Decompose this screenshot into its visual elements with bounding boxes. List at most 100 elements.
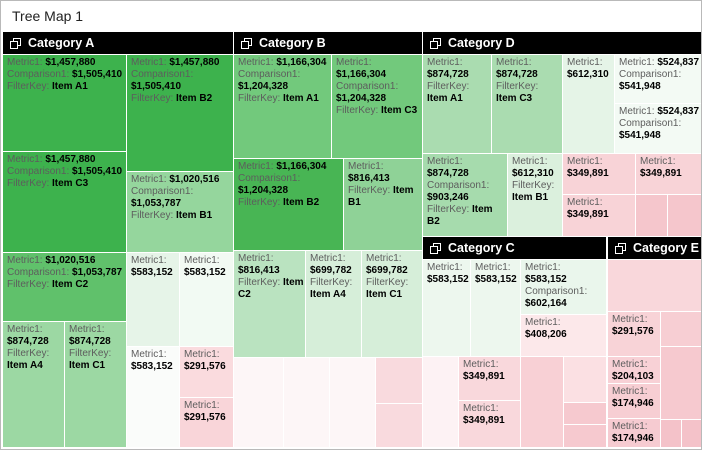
treemap-cell[interactable] bbox=[284, 358, 329, 447]
treemap-cell[interactable]: Metric1: $349,891 bbox=[636, 154, 701, 194]
treemap-cell[interactable]: Metric1: $612,310 bbox=[563, 55, 614, 153]
cell-field: Metric1: $583,152 bbox=[427, 262, 469, 286]
field-label: Metric1: bbox=[496, 57, 532, 68]
treemap-cell[interactable]: Metric1: $612,310 FilterKey: Item B1 bbox=[508, 154, 562, 236]
treemap-cell[interactable] bbox=[668, 195, 701, 236]
treemap-cell[interactable]: Metric1: $583,152 bbox=[127, 253, 179, 346]
cell-field: Metric1: $874,728 bbox=[427, 156, 506, 180]
field-value: $524,837 bbox=[657, 106, 700, 117]
category-header-category-c[interactable]: Category C bbox=[423, 237, 606, 259]
treemap-cell[interactable]: Metric1: $874,728 FilterKey: Item A4 bbox=[3, 322, 64, 447]
treemap-cell[interactable]: Metric1: $524,837 Comparison1: $541,948 bbox=[615, 55, 701, 103]
cell-field: Comparison1: $903,246 bbox=[427, 180, 506, 204]
treemap-cell[interactable]: Metric1: $1,166,304 Comparison1: $1,204,3… bbox=[234, 55, 331, 158]
cell-field: FilterKey: Item B2 bbox=[131, 93, 232, 105]
cell-field: FilterKey: Item C1 bbox=[69, 348, 125, 372]
cell-field: FilterKey: Item A4 bbox=[7, 348, 63, 372]
cell-field: Metric1: $1,457,880 bbox=[7, 154, 125, 166]
treemap-cell[interactable]: Metric1: $291,576 bbox=[608, 312, 660, 356]
treemap-cell[interactable] bbox=[636, 195, 667, 236]
treemap-cell[interactable]: Metric1: $699,782 FilterKey: Item A4 bbox=[306, 251, 361, 357]
category-label: Category C bbox=[448, 241, 515, 255]
field-label: FilterKey: bbox=[69, 348, 112, 359]
cell-field: Metric1: $612,310 bbox=[567, 57, 613, 81]
treemap-cell[interactable]: Metric1: $583,152 Comparison1: $602,164 bbox=[521, 260, 606, 314]
treemap-cell[interactable]: Metric1: $874,728 FilterKey: Item A1 bbox=[423, 55, 491, 153]
treemap-cell[interactable]: Metric1: $583,152 bbox=[180, 253, 233, 346]
cell-field: Comparison1: $1,505,410 bbox=[7, 166, 125, 178]
treemap-cell[interactable]: Metric1: $874,728 FilterKey: Item C1 bbox=[65, 322, 126, 447]
treemap-cell[interactable]: Metric1: $349,891 bbox=[563, 154, 635, 194]
field-value: $349,891 bbox=[567, 168, 609, 179]
cell-field: Metric1: $874,728 bbox=[69, 324, 125, 348]
treemap-cell[interactable]: Metric1: $583,152 bbox=[423, 260, 470, 356]
treemap-cell[interactable]: Metric1: $583,152 bbox=[127, 347, 179, 447]
treemap-cell[interactable]: Metric1: $524,837 Comparison1: $541,948 bbox=[615, 104, 701, 153]
treemap-cell[interactable] bbox=[661, 312, 701, 346]
field-label: Metric1: bbox=[336, 57, 372, 68]
treemap-cell[interactable]: Metric1: $816,413 FilterKey: Item B1 bbox=[344, 159, 422, 250]
field-label: Metric1: bbox=[7, 57, 43, 68]
restore-icon bbox=[430, 242, 441, 254]
treemap-cell[interactable]: Metric1: $174,946 bbox=[608, 419, 660, 447]
treemap-cell[interactable]: Metric1: $349,891 bbox=[459, 357, 520, 400]
treemap-cell[interactable]: Metric1: $349,891 bbox=[459, 401, 520, 447]
field-value: $349,891 bbox=[463, 415, 505, 426]
field-label: Metric1: bbox=[7, 324, 43, 335]
treemap-cell[interactable] bbox=[682, 420, 701, 447]
treemap-cell[interactable] bbox=[564, 425, 606, 447]
treemap-cell[interactable]: Metric1: $174,946 bbox=[608, 384, 660, 418]
field-label: Metric1: bbox=[184, 400, 220, 411]
treemap-cell[interactable] bbox=[521, 357, 563, 447]
field-label: FilterKey: bbox=[512, 180, 555, 191]
category-header-category-d[interactable]: Category D bbox=[423, 32, 701, 54]
treemap-cell[interactable] bbox=[423, 357, 458, 447]
cell-field: Metric1: $583,152 bbox=[184, 255, 232, 279]
treemap-cell[interactable] bbox=[608, 260, 701, 311]
treemap-cell[interactable]: Metric1: $291,576 bbox=[180, 398, 233, 447]
field-value: $1,505,410 bbox=[72, 166, 123, 177]
cell-field: FilterKey: Item C3 bbox=[336, 105, 421, 117]
category-header-category-b[interactable]: Category B bbox=[234, 32, 422, 54]
field-value: $1,204,328 bbox=[336, 93, 387, 104]
treemap-cell[interactable] bbox=[564, 403, 606, 424]
cell-field: Comparison1: $1,505,410 bbox=[131, 69, 232, 93]
field-value: Item A1 bbox=[283, 93, 319, 104]
treemap-cell[interactable] bbox=[376, 404, 422, 447]
treemap-cell[interactable]: Metric1: $1,166,304 Comparison1: $1,204,3… bbox=[234, 159, 343, 250]
treemap-cell[interactable]: Metric1: $583,152 bbox=[471, 260, 520, 356]
treemap-cell[interactable]: Metric1: $408,206 bbox=[521, 315, 606, 356]
treemap-cell[interactable] bbox=[330, 358, 375, 447]
treemap-cell[interactable] bbox=[376, 358, 422, 403]
field-label: Metric1: bbox=[366, 253, 402, 264]
field-value: Item B2 bbox=[176, 93, 213, 104]
field-value: $174,946 bbox=[612, 398, 654, 409]
category-label: Category B bbox=[259, 36, 326, 50]
treemap-cell[interactable]: Metric1: $204,103 bbox=[608, 357, 660, 383]
treemap-cell[interactable]: Metric1: $874,728 Comparison1: $903,246 Fi… bbox=[423, 154, 507, 236]
treemap-cell[interactable] bbox=[661, 420, 681, 447]
treemap-cell[interactable]: Metric1: $1,020,516 Comparison1: $1,053,7… bbox=[3, 253, 126, 321]
cell-field: Comparison1: $541,948 bbox=[619, 69, 701, 93]
category-header-category-e[interactable]: Category E bbox=[608, 237, 701, 259]
treemap-cell[interactable]: Metric1: $699,782 FilterKey: Item C1 bbox=[362, 251, 422, 357]
treemap-cell[interactable] bbox=[661, 347, 701, 419]
category-header-category-a[interactable]: Category A bbox=[3, 32, 233, 54]
treemap-cell[interactable]: Metric1: $349,891 bbox=[563, 195, 635, 236]
field-value: $1,204,328 bbox=[238, 185, 289, 196]
treemap-cell[interactable]: Metric1: $291,576 bbox=[180, 347, 233, 397]
treemap-cell[interactable]: Metric1: $1,457,880 Comparison1: $1,505,4… bbox=[3, 55, 126, 151]
treemap-cell[interactable]: Metric1: $1,166,304 Comparison1: $1,204,3… bbox=[332, 55, 422, 158]
treemap-cell[interactable]: Metric1: $1,457,880 Comparison1: $1,505,4… bbox=[127, 55, 233, 171]
cell-field: Comparison1: $541,948 bbox=[619, 118, 701, 142]
treemap-cell[interactable]: Metric1: $816,413 FilterKey: Item C2 bbox=[234, 251, 305, 357]
field-value: $1,457,880 bbox=[169, 57, 220, 68]
treemap-cell[interactable] bbox=[564, 357, 606, 402]
treemap-cell[interactable] bbox=[234, 358, 283, 447]
treemap-cell[interactable]: Metric1: $1,020,516 Comparison1: $1,053,7… bbox=[127, 172, 233, 252]
field-value: $1,166,304 bbox=[336, 69, 387, 80]
treemap-cell[interactable]: Metric1: $874,728 FilterKey: Item C3 bbox=[492, 55, 562, 153]
treemap-cell[interactable]: Metric1: $1,457,880 Comparison1: $1,505,4… bbox=[3, 152, 126, 252]
field-value: $612,310 bbox=[512, 168, 554, 179]
